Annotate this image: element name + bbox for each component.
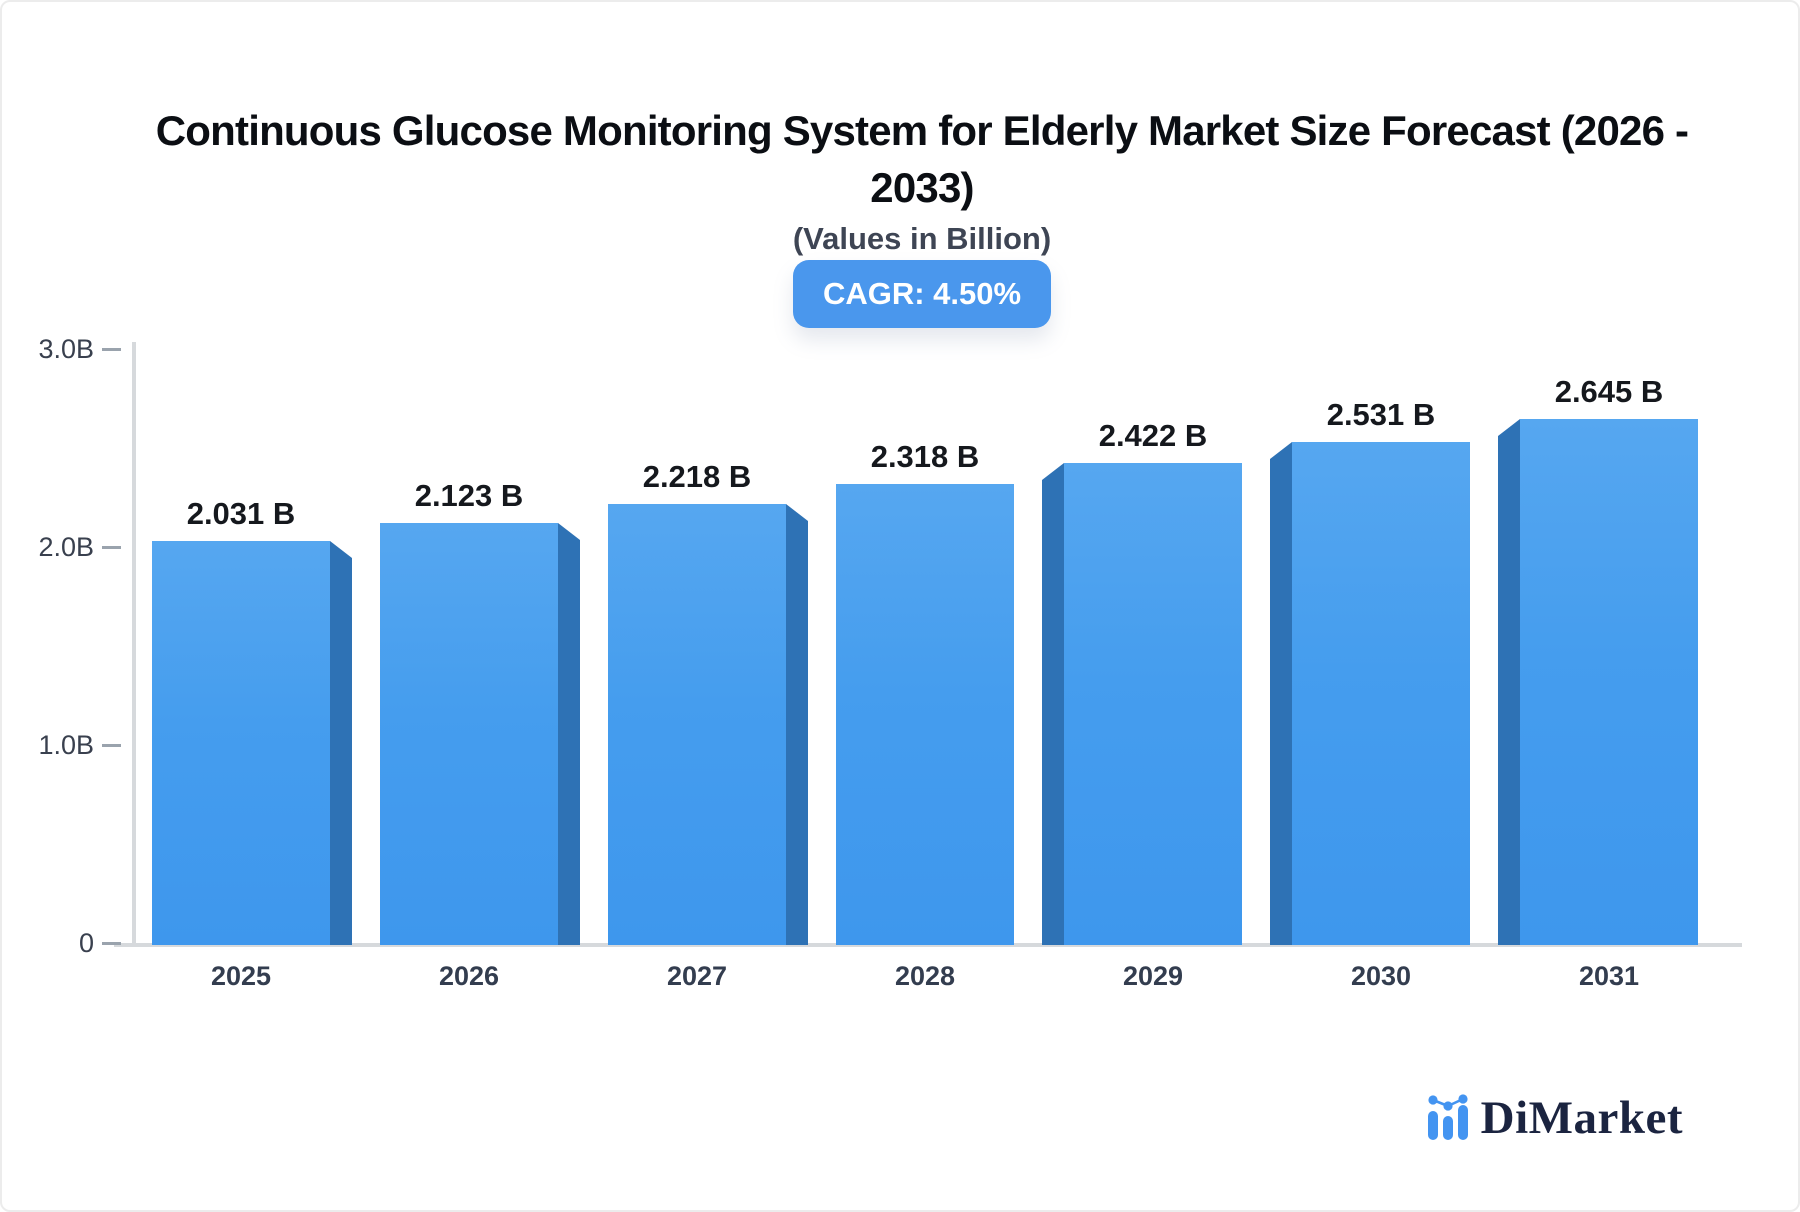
bar-2029 xyxy=(1064,463,1242,945)
bar-side-2026 xyxy=(558,523,580,945)
bar-2031 xyxy=(1520,419,1698,945)
chart-title-line1: Continuous Glucose Monitoring System for… xyxy=(155,107,1689,154)
brand-wordmark: DiMarket xyxy=(1480,1092,1683,1144)
x-axis-label-2026: 2026 xyxy=(438,961,500,991)
bar-2030 xyxy=(1292,442,1470,945)
x-axis-label-2029: 2029 xyxy=(1122,961,1184,991)
x-axis-label-2025: 2025 xyxy=(210,961,272,991)
bar-value-label-2026: 2.123 B xyxy=(414,478,524,513)
bar-value-label-2031: 2.645 B xyxy=(1554,374,1664,409)
y-axis-tick-label: 3.0B xyxy=(38,334,94,364)
x-axis-label-2028: 2028 xyxy=(894,961,956,991)
bar-2028 xyxy=(836,484,1014,945)
bar-value-label-2030: 2.531 B xyxy=(1326,397,1436,432)
dimarket-logo-icon xyxy=(1427,1094,1468,1140)
x-axis-line xyxy=(114,943,1742,947)
y-axis-line xyxy=(132,342,136,947)
bar-side-2031 xyxy=(1498,419,1520,945)
y-axis-tick xyxy=(102,348,121,351)
bar-2027 xyxy=(608,504,786,945)
bar-side-2029 xyxy=(1042,463,1064,945)
x-axis-label-2027: 2027 xyxy=(666,961,728,991)
y-axis-tick-label: 2.0B xyxy=(38,532,94,562)
bar-value-label-2028: 2.318 B xyxy=(870,439,980,474)
bar-2026 xyxy=(380,523,558,945)
x-axis-label-2030: 2030 xyxy=(1350,961,1412,991)
bar-side-2027 xyxy=(786,504,808,945)
chart-header: Continuous Glucose Monitoring System for… xyxy=(24,2,1798,328)
chart-title-line2: 2033) xyxy=(870,164,974,211)
cagr-badge: CAGR: 4.50% xyxy=(792,260,1052,328)
bar-2025 xyxy=(152,541,330,945)
bar-value-label-2027: 2.218 B xyxy=(642,459,752,494)
y-axis-tick xyxy=(102,942,121,945)
bar-value-label-2025: 2.031 B xyxy=(186,496,296,531)
y-axis-tick-label: 1.0B xyxy=(38,730,94,760)
bar-side-2030 xyxy=(1270,442,1292,945)
bar-value-label-2029: 2.422 B xyxy=(1098,418,1208,453)
x-axis-label-2031: 2031 xyxy=(1578,961,1640,991)
chart-title: Continuous Glucose Monitoring System for… xyxy=(102,102,1742,216)
y-axis-tick xyxy=(102,546,121,549)
bar-side-2025 xyxy=(330,541,352,945)
brand-logo: DiMarket xyxy=(1427,1094,1683,1142)
y-axis-tick xyxy=(102,744,121,747)
y-axis-tick-label: 0 xyxy=(78,928,94,958)
chart-subtitle: (Values in Billion) xyxy=(792,221,1052,256)
